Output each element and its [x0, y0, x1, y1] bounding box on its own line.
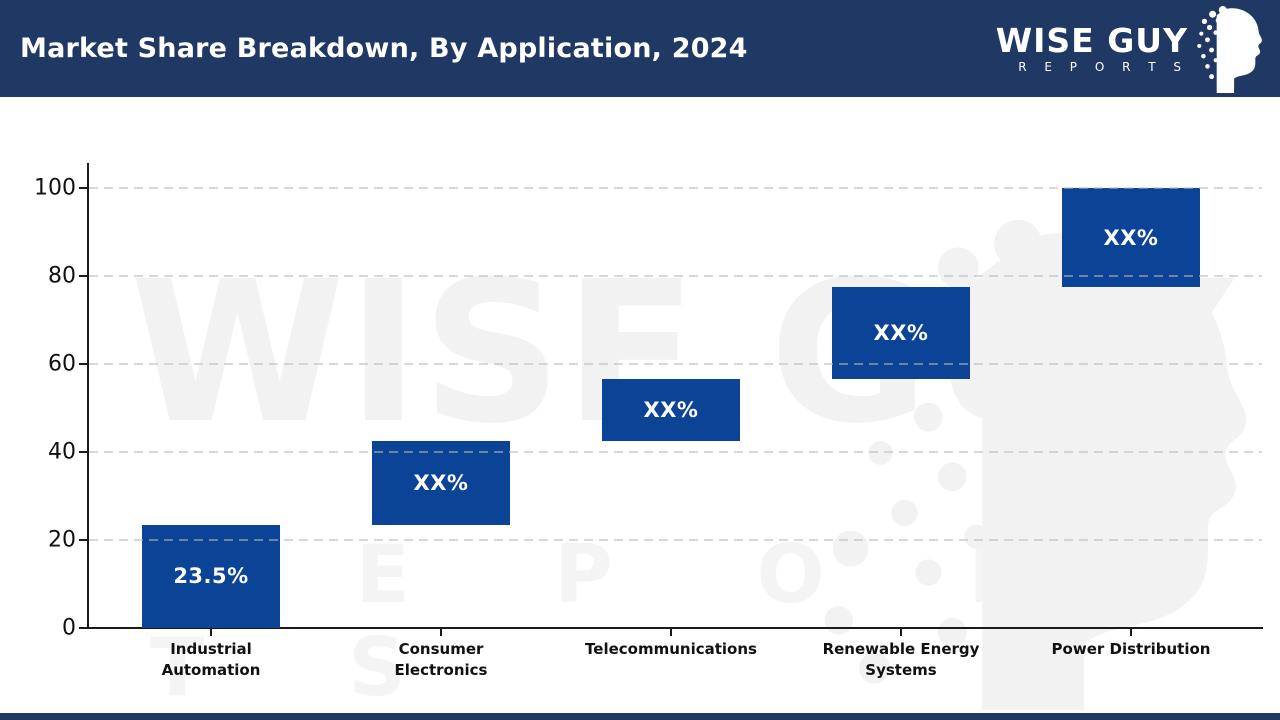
gridline-100: [89, 187, 1262, 189]
bar-power-distribution: XX%: [1062, 188, 1200, 287]
y-tick-label: 20: [48, 527, 76, 553]
y-axis-line: [87, 163, 89, 629]
bar-value-label: XX%: [413, 470, 469, 495]
y-tick-mark: [79, 539, 87, 541]
gridline-80: [89, 275, 1262, 277]
bar-value-label: XX%: [643, 398, 699, 423]
x-axis-line: [87, 627, 1263, 629]
logo-wordmark: WISE GUY: [995, 20, 1188, 60]
watermark-subtitle: R E P O R T S: [150, 528, 1088, 714]
bar-value-label: 23.5%: [173, 564, 249, 589]
bar-industrial-automation: 23.5%: [142, 524, 280, 628]
bar-value-label: XX%: [873, 321, 929, 346]
y-tick-mark: [79, 187, 87, 189]
category-label-2: Consumer Electronics: [394, 640, 488, 679]
x-tick-mark: [670, 629, 672, 636]
wiseguy-logo: WISE GUY R E P O R T S: [996, 5, 1280, 93]
page-title: Market Share Breakdown, By Application, …: [20, 33, 748, 64]
bar-consumer-electronics: XX%: [372, 441, 510, 525]
y-tick-mark: [79, 627, 87, 629]
category-label-5: Power Distribution: [1051, 640, 1211, 658]
category-label-3: Telecommunications: [585, 640, 757, 658]
x-tick-mark: [900, 629, 902, 636]
bar-value-label: XX%: [1103, 225, 1159, 250]
x-tick-mark: [210, 629, 212, 636]
y-tick-mark: [79, 451, 87, 453]
gridline-40: [89, 451, 1262, 453]
category-label-4: Renewable Energy Systems: [822, 640, 980, 679]
y-tick-label: 100: [34, 175, 76, 201]
header-band: Market Share Breakdown, By Application, …: [0, 0, 1280, 97]
y-tick-label: 80: [48, 263, 76, 289]
y-tick-mark: [79, 275, 87, 277]
y-tick-mark: [79, 363, 87, 365]
y-tick-label: 40: [48, 439, 76, 465]
bar-telecommunications: XX%: [602, 379, 740, 441]
footer-band: [0, 713, 1280, 720]
logo-subtitle: R E P O R T S: [1018, 59, 1188, 74]
gridline-20: [89, 539, 1262, 541]
y-tick-label: 60: [48, 351, 76, 377]
x-tick-mark: [440, 629, 442, 636]
category-label-1: Industrial Automation: [161, 640, 261, 679]
x-tick-mark: [1130, 629, 1132, 636]
wiseguy-logo-text: WISE GUY R E P O R T S: [996, 24, 1188, 74]
gridline-60: [89, 363, 1262, 365]
wiseguy-face-logo-icon: [1197, 5, 1262, 93]
bar-renewable-energy-systems: XX%: [832, 287, 970, 380]
y-tick-label: 0: [62, 615, 76, 641]
